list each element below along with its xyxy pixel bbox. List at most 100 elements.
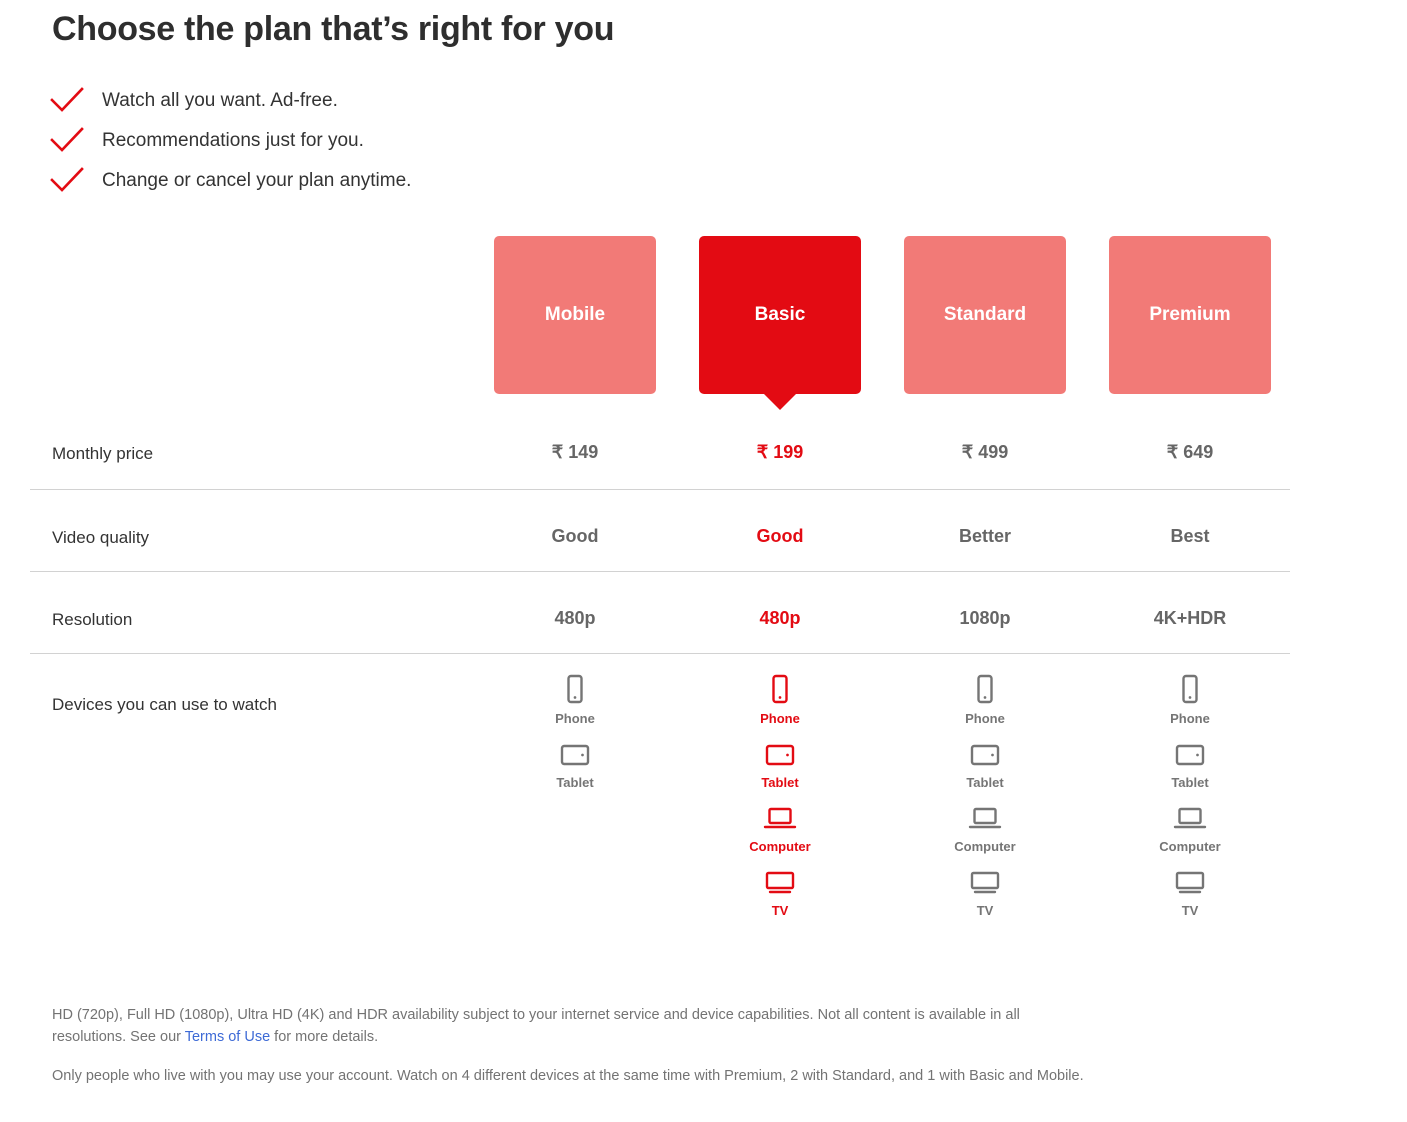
device-list: Phone Tablet Computer TV — [695, 671, 865, 927]
comparison-cell: Better — [900, 526, 1070, 547]
device-item: Computer — [1159, 799, 1221, 853]
phone-icon — [772, 674, 788, 704]
comparison-cell: Best — [1105, 526, 1275, 547]
check-icon — [50, 87, 84, 112]
row-label: Video quality — [52, 528, 150, 547]
cell-value: ₹ 649 — [1166, 442, 1214, 462]
terms-of-use-link[interactable]: Terms of Use — [184, 1029, 271, 1046]
benefit-text: Change or cancel your plan anytime. — [102, 169, 412, 191]
selected-plan-pointer — [763, 393, 797, 410]
tablet-icon — [970, 744, 1000, 766]
tablet-icon — [1175, 744, 1205, 766]
device-name: Phone — [555, 711, 595, 726]
tv-icon — [970, 871, 1000, 894]
device-icon-wrap — [555, 735, 595, 775]
phone-icon — [977, 674, 993, 704]
benefit-text: Watch all you want. Ad-free. — [102, 89, 338, 111]
tv-icon — [1175, 871, 1205, 894]
comparison-cell: ₹ 149 — [490, 442, 660, 463]
device-item: TV — [760, 863, 800, 917]
device-item: Phone — [555, 671, 595, 725]
cell-value: Best — [1170, 526, 1210, 546]
plan-name-label: Standard — [943, 304, 1027, 325]
device-icon-wrap — [555, 671, 595, 711]
device-list: Phone Tablet Computer TV — [900, 671, 1070, 927]
devices-cell: Phone Tablet — [490, 671, 660, 799]
footnote-text: HD (720p), Full HD (1080p), Ultra HD (4K… — [52, 1007, 1020, 1046]
comparison-cell: ₹ 649 — [1105, 442, 1275, 463]
cell-value: 4K+HDR — [1153, 608, 1227, 628]
plan-header-basic[interactable]: Basic — [699, 236, 861, 410]
device-item: Phone — [965, 671, 1005, 725]
device-name: Computer — [954, 839, 1016, 854]
device-item: Tablet — [760, 735, 800, 789]
cell-value: Better — [958, 526, 1011, 546]
device-name: Phone — [760, 711, 800, 726]
device-item: Tablet — [1170, 735, 1210, 789]
devices-row: Devices you can use to watch Phone Tablet P… — [0, 653, 1407, 973]
footnote: Only people who live with you may use yo… — [52, 1065, 1092, 1087]
device-icon-wrap — [760, 671, 800, 711]
device-icon-wrap — [760, 799, 800, 839]
device-item: Computer — [749, 799, 811, 854]
comparison-cell: Good — [490, 526, 660, 547]
devices-cell: Phone Tablet Computer TV — [900, 671, 1070, 927]
plan-header-premium[interactable]: Premium — [1109, 236, 1271, 394]
benefit-item: Change or cancel your plan anytime. — [50, 160, 750, 200]
device-name: Computer — [749, 839, 811, 854]
phone-icon — [1182, 674, 1198, 704]
device-icon-wrap — [965, 799, 1005, 839]
comparison-cell: Good — [695, 526, 865, 547]
device-icon-wrap — [965, 735, 1005, 775]
cell-value: ₹ 199 — [756, 442, 804, 462]
benefits-list: Watch all you want. Ad-free. Recommendati… — [50, 80, 750, 200]
device-item: Phone — [760, 671, 800, 725]
comparison-row: Monthly price ₹ 149 ₹ 199 ₹ 499 ₹ 649 — [0, 419, 1407, 489]
device-item: Tablet — [965, 735, 1005, 789]
plan-header-row: Mobile Basic Standard Premium — [0, 236, 1407, 416]
devices-cell: Phone Tablet Computer TV — [695, 671, 865, 927]
phone-icon — [567, 674, 583, 704]
comparison-cell: 480p — [695, 608, 865, 629]
tv-icon — [765, 871, 795, 894]
benefit-item: Recommendations just for you. — [50, 120, 750, 160]
cell-value: 480p — [759, 608, 801, 628]
device-name: Phone — [1170, 711, 1210, 726]
benefit-text: Recommendations just for you. — [102, 129, 364, 151]
computer-icon — [1173, 807, 1207, 829]
device-name: TV — [1181, 903, 1199, 918]
tablet-icon — [560, 744, 590, 766]
comparison-cell: 1080p — [900, 608, 1070, 629]
device-icon-wrap — [1170, 735, 1210, 775]
row-divider — [30, 489, 1290, 490]
device-item: TV — [1170, 863, 1210, 917]
comparison-cell: 480p — [490, 608, 660, 629]
device-list: Phone Tablet — [490, 671, 660, 799]
cell-value: 1080p — [959, 608, 1011, 628]
row-divider — [30, 571, 1290, 572]
row-label: Devices you can use to watch — [52, 695, 277, 714]
footnotes: HD (720p), Full HD (1080p), Ultra HD (4K… — [52, 1004, 1092, 1087]
row-label: Resolution — [52, 610, 133, 629]
cell-value: ₹ 499 — [961, 442, 1009, 462]
plan-header-standard[interactable]: Standard — [904, 236, 1066, 394]
device-item: Computer — [954, 799, 1016, 854]
cell-value: 480p — [554, 608, 596, 628]
device-icon-wrap — [1170, 671, 1210, 711]
footnote: HD (720p), Full HD (1080p), Ultra HD (4K… — [52, 1004, 1092, 1049]
comparison-cell: 4K+HDR — [1105, 608, 1275, 629]
device-icon-wrap — [1170, 863, 1210, 903]
plan-header-mobile[interactable]: Mobile — [494, 236, 656, 394]
device-name: Tablet — [761, 775, 799, 790]
device-item: Tablet — [555, 735, 595, 789]
device-name: TV — [976, 903, 994, 918]
device-name: Tablet — [1171, 775, 1209, 790]
cell-value: Good — [551, 526, 599, 546]
check-icon — [50, 127, 84, 152]
plan-name-label: Mobile — [544, 304, 606, 325]
comparison-rows: Monthly price ₹ 149 ₹ 199 ₹ 499 ₹ 649 Video q… — [0, 419, 1407, 973]
devices-cell: Phone Tablet Computer TV — [1105, 671, 1275, 927]
device-icon-wrap — [760, 863, 800, 903]
device-item: TV — [965, 863, 1005, 917]
